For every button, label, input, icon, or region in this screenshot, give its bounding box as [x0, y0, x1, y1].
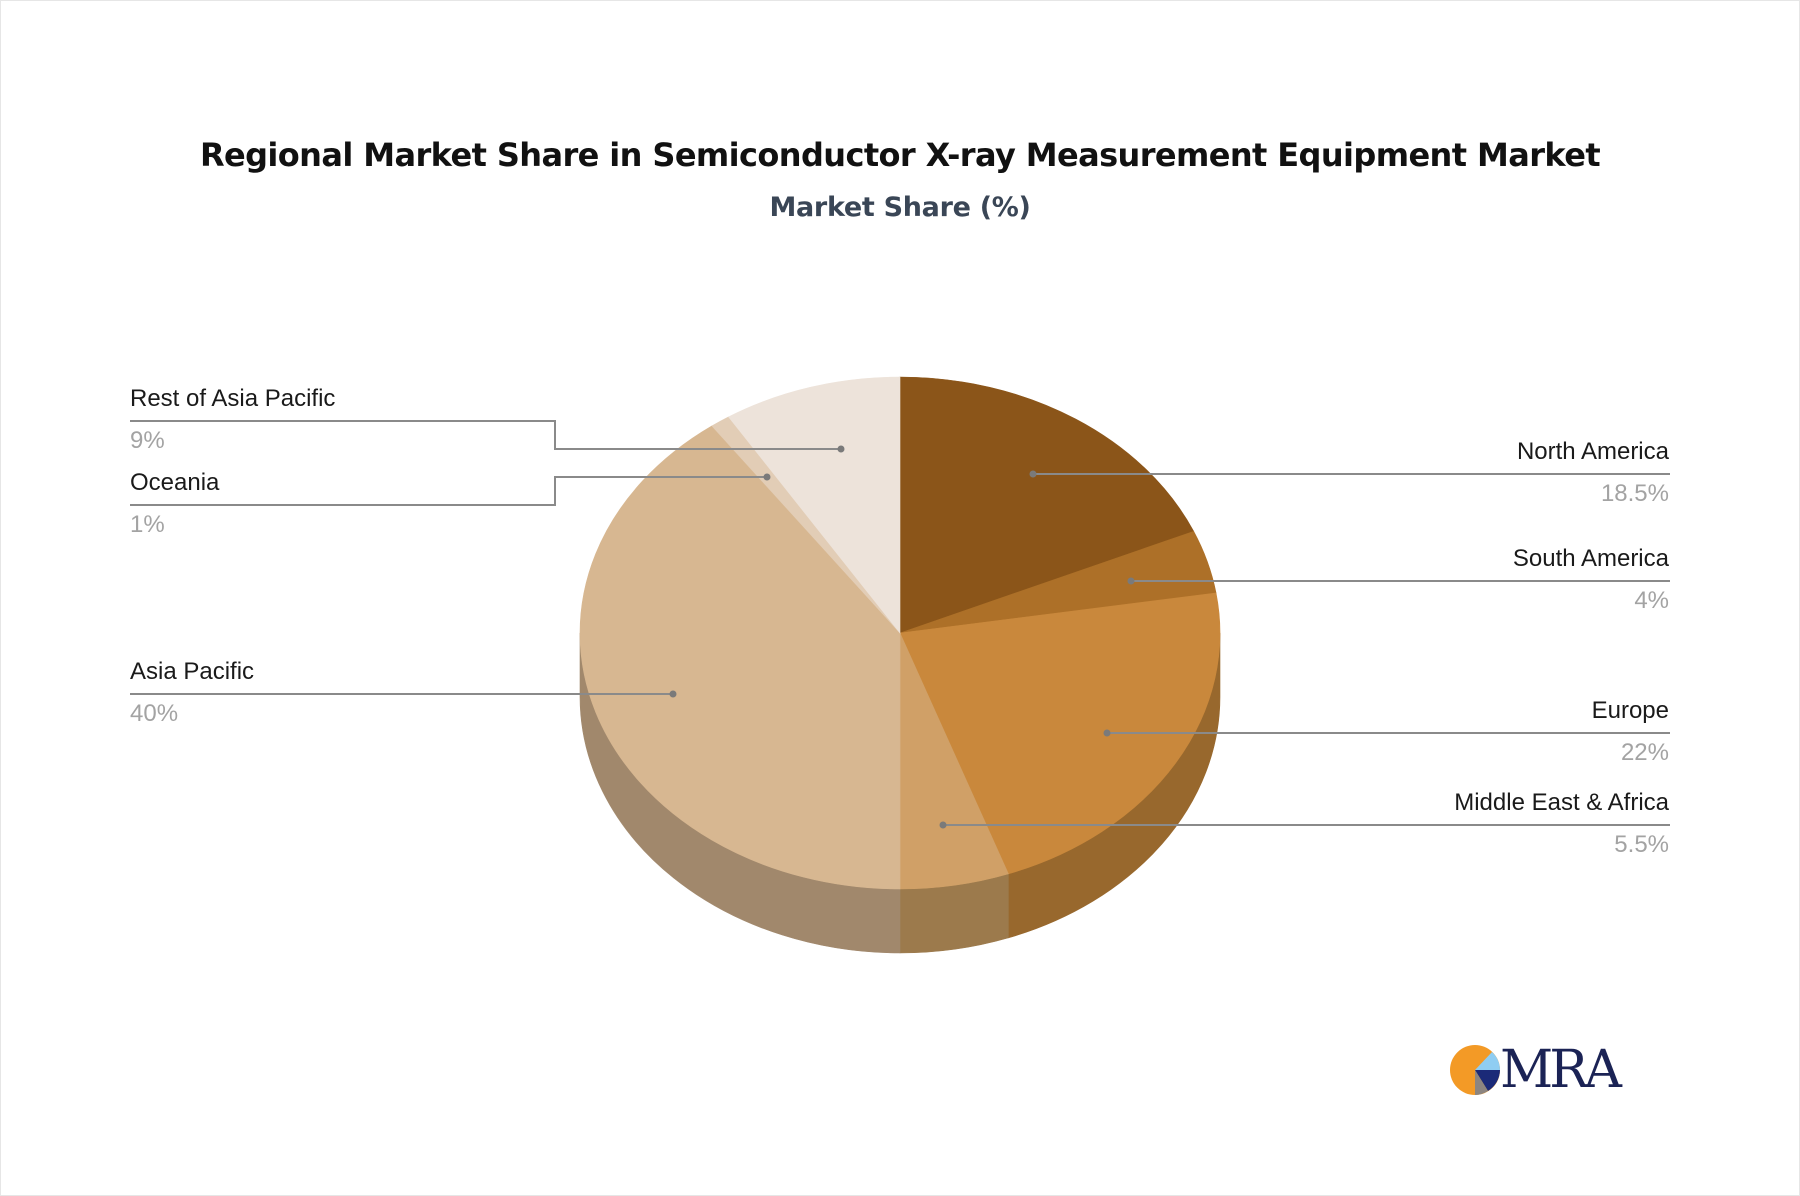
pie-slice-rest-of-asia-pacific[interactable]: [728, 376, 901, 634]
logo-pie-icon: [1450, 1045, 1500, 1095]
mra-logo: MRA: [1448, 1040, 1648, 1100]
label-middle-east-africa: Middle East & Africa: [1454, 789, 1669, 816]
leader-dot: [1029, 470, 1037, 478]
leader-dot: [669, 690, 677, 698]
pie-slice-europe[interactable]: [899, 592, 1221, 875]
leader-dot: [763, 473, 771, 481]
value-asia-pacific: 40%: [130, 700, 179, 727]
pie-top-layer: [579, 376, 1221, 890]
leader-line: [130, 420, 841, 450]
pie-slice-asia-pacific[interactable]: [579, 425, 901, 890]
leader-dot: [939, 821, 947, 829]
leader-dot: [1127, 577, 1135, 585]
label-south-america: South America: [1512, 545, 1669, 572]
label-asia-pacific: Asia Pacific: [130, 658, 255, 685]
label-rest-of-asia-pacific: Rest of Asia Pacific: [130, 385, 336, 412]
logo-text: MRA: [1500, 1040, 1622, 1100]
leader-dot: [1103, 729, 1111, 737]
leader-dot: [837, 445, 845, 453]
chart-title: Regional Market Share in Semiconductor X…: [199, 136, 1601, 174]
leader-line: [130, 476, 767, 506]
chart-subtitle: Market Share (%): [769, 192, 1031, 223]
label-north-america: North America: [1516, 438, 1669, 465]
label-oceania: Oceania: [130, 469, 220, 496]
value-south-america: 4%: [1634, 587, 1669, 614]
leader-lines: [130, 420, 1670, 829]
value-rest-of-asia-pacific: 9%: [130, 427, 165, 454]
value-europe: 22%: [1620, 739, 1669, 766]
pie-slice-north-america[interactable]: [899, 376, 1195, 634]
value-middle-east-africa: 5.5%: [1614, 831, 1669, 858]
value-north-america: 18.5%: [1600, 480, 1669, 507]
value-oceania: 1%: [130, 511, 165, 538]
label-europe: Europe: [1591, 697, 1669, 724]
